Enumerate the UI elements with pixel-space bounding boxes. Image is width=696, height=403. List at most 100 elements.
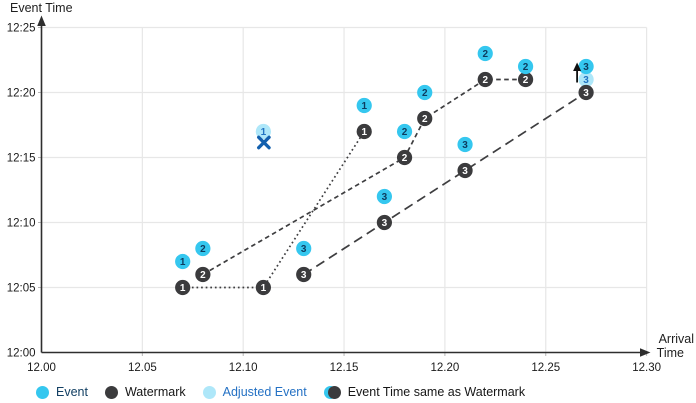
- x-tick-label: 12.10: [229, 362, 258, 374]
- adjusted-marker-number: 1: [261, 127, 267, 138]
- watermark-marker-number: 2: [402, 153, 408, 164]
- event-marker: 3: [376, 188, 392, 205]
- x-tick-label: 12.00: [27, 362, 56, 374]
- event-marker: 2: [477, 45, 493, 62]
- annotations: [257, 62, 582, 150]
- x-axis-title-line1: Arrival: [658, 332, 694, 346]
- legend-label: Watermark: [124, 385, 186, 399]
- watermark-marker-circle: [396, 149, 413, 166]
- legend-label: Adjusted Event: [222, 385, 307, 399]
- event-marker-number: 3: [583, 62, 589, 73]
- x-axis-title-line2: Time: [656, 346, 684, 360]
- watermark-marker-number: 2: [422, 114, 428, 125]
- legend-label: Event Time same as Watermark: [347, 385, 526, 399]
- event-marker-number: 2: [482, 49, 488, 60]
- event-marker-circle: [417, 84, 433, 101]
- watermark-marker: 2: [517, 71, 534, 88]
- watermark-marker-number: 1: [261, 283, 267, 294]
- event-marker-number: 1: [180, 257, 186, 268]
- event-marker-circle: [396, 123, 413, 140]
- event-marker-circle: [175, 253, 191, 270]
- legend-label: Event: [56, 385, 88, 399]
- adjusted-marker-circle: [255, 123, 271, 140]
- event-marker-circle: [356, 97, 372, 114]
- y-tick-label: 12:00: [7, 348, 36, 360]
- watermark-swatch-icon: [104, 385, 118, 399]
- event-marker-number: 3: [462, 140, 468, 151]
- y-tick-label: 12:25: [7, 23, 36, 35]
- x-mark-icon: [257, 135, 271, 150]
- watermark-marker: 3: [296, 266, 312, 283]
- event-marker-number: 3: [382, 192, 388, 203]
- y-tick-label: 12:15: [7, 153, 36, 165]
- watermark-marker-circle: [417, 110, 433, 127]
- watermark-marker: 3: [457, 162, 473, 179]
- watermark-lines: [182, 78, 587, 289]
- watermark-marker: 1: [255, 279, 271, 296]
- legend: Event Watermark Adjusted Event Event Tim…: [36, 384, 525, 400]
- event-marker-number: 2: [422, 88, 428, 99]
- y-axis-title: Event Time: [10, 1, 73, 15]
- x-tick-label: 12.30: [632, 362, 661, 374]
- legend-item-watermark: Watermark: [104, 385, 186, 399]
- watermark-marker-number: 3: [301, 270, 307, 281]
- adjusted-marker: 1: [255, 123, 271, 140]
- event-marker-number: 3: [301, 244, 307, 255]
- tick-labels: 12:00 12:05 12:10 12:15 12:20 12:25 12.00 12.05…: [7, 23, 661, 375]
- event-marker-number: 2: [200, 244, 206, 255]
- watermark-marker-circle: [376, 214, 392, 231]
- watermark-marker-number: 2: [200, 270, 206, 281]
- event-marker-circle: [457, 136, 473, 153]
- x-tick-label: 12.20: [431, 362, 460, 374]
- x-tick-label: 12.05: [128, 362, 157, 374]
- watermark-marker-circle: [356, 123, 372, 140]
- watermark-marker-number: 2: [523, 75, 529, 86]
- watermark-marker-circle: [578, 84, 594, 101]
- adjusted-marker-number: 3: [583, 75, 589, 86]
- event-marker-number: 1: [361, 101, 367, 112]
- x-tick-label: 12.25: [531, 362, 560, 374]
- x-axis-arrow-icon: [640, 348, 651, 357]
- event-marker: 1: [175, 253, 191, 270]
- legend-item-event-same-as-watermark: Event Time same as Watermark: [323, 385, 526, 399]
- up-arrow-icon: [573, 62, 582, 71]
- axes: [37, 15, 651, 357]
- watermark-marker-number: 3: [382, 218, 388, 229]
- watermark-marker-circle: [477, 71, 493, 88]
- watermark-2-line: [202, 78, 526, 276]
- watermark-1-line: [182, 131, 365, 289]
- watermark-marker: 2: [396, 149, 413, 166]
- event-marker: 3: [578, 58, 594, 75]
- event-same-as-watermark-swatch-icon: [323, 385, 341, 399]
- event-marker-circle: [477, 45, 493, 62]
- event-marker: 3: [296, 240, 312, 257]
- x-tick-label: 12.15: [330, 362, 359, 374]
- watermark-marker-circle: [457, 162, 473, 179]
- event-marker-circle: [517, 58, 534, 75]
- watermark-marker-circle: [517, 71, 534, 88]
- y-axis-arrow-icon: [37, 15, 46, 26]
- watermark-marker-number: 2: [482, 75, 488, 86]
- event-marker: 3: [457, 136, 473, 153]
- event-marker-number: 2: [402, 127, 408, 138]
- event-markers: 1 2 3 3 1 2 2 3 2 2 3: [175, 45, 594, 270]
- watermark-marker-number: 3: [462, 166, 468, 177]
- event-marker-number: 2: [523, 62, 529, 73]
- watermark-marker-circle: [175, 279, 191, 296]
- event-marker: 1: [356, 97, 372, 114]
- watermark-marker-circle: [296, 266, 312, 283]
- watermark-marker: 3: [376, 214, 392, 231]
- adjusted-marker-circle: [578, 71, 594, 88]
- watermark-marker: 2: [417, 110, 433, 127]
- adjusted-marker: 3: [578, 71, 594, 88]
- watermark-markers: 1 2 1 3 1 3 2 2 3 2 2 3: [175, 71, 594, 296]
- watermark-marker: 3: [578, 84, 594, 101]
- adjusted-event-swatch-icon: [202, 385, 216, 399]
- event-marker-circle: [578, 58, 594, 75]
- event-marker-circle: [195, 240, 211, 257]
- watermark-marker-number: 3: [583, 88, 589, 99]
- event-marker-circle: [376, 188, 392, 205]
- watermark-marker: 2: [477, 71, 493, 88]
- event-marker: 2: [417, 84, 433, 101]
